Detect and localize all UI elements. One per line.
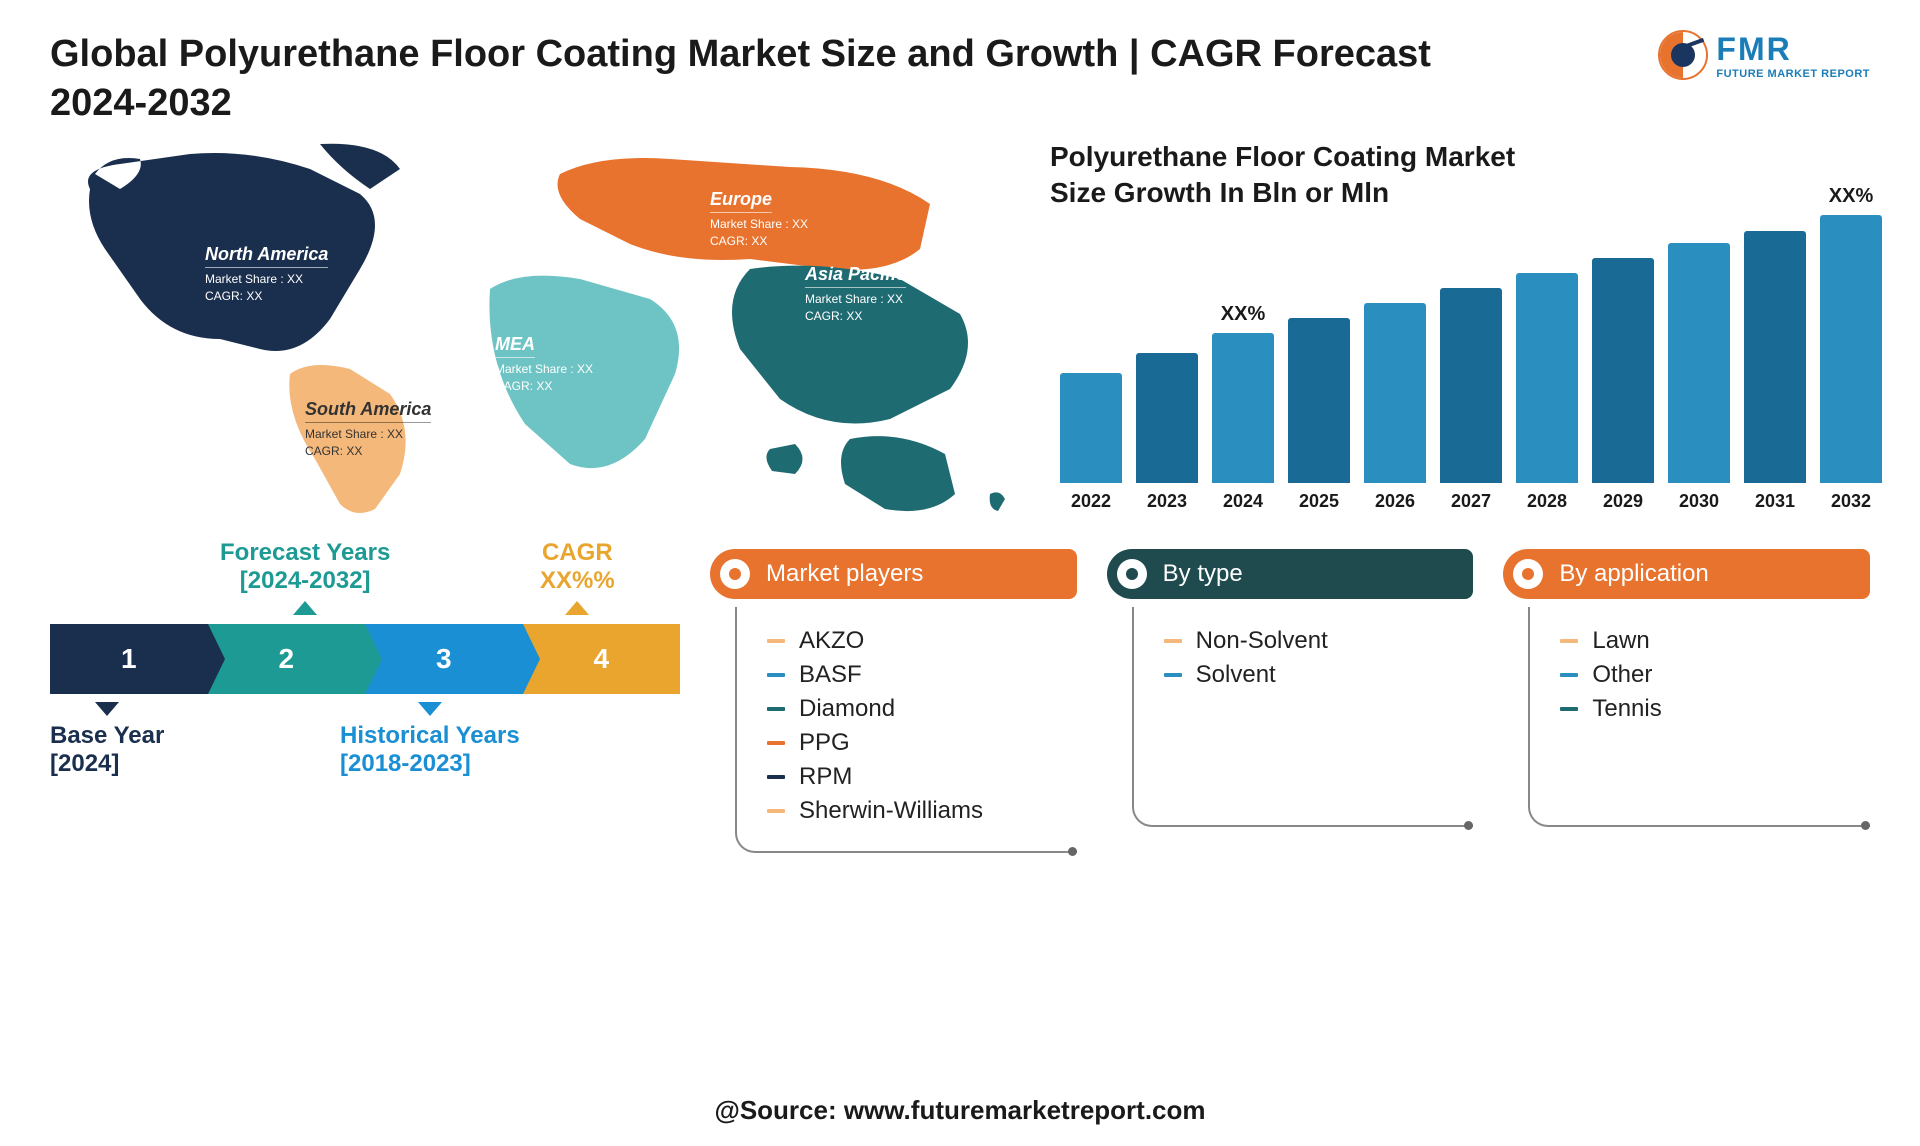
header: Global Polyurethane Floor Coating Market…: [50, 30, 1870, 129]
infographic-root: Global Polyurethane Floor Coating Market…: [0, 0, 1920, 1146]
tl-bot-base-year: Base Year[2024]: [50, 702, 164, 778]
source-attribution: @Source: www.futuremarketreport.com: [714, 1095, 1205, 1126]
cat-item: PPG: [737, 729, 1077, 757]
bar-2028: 2028: [1516, 273, 1578, 512]
logo-main: FMR: [1716, 31, 1870, 68]
timeline: Forecast Years[2024-2032]CAGRXX%% 1234 B…: [50, 549, 680, 802]
bar-chart: Polyurethane Floor Coating Market Size G…: [1050, 139, 1882, 519]
tl-top-cagr: CAGRXX%%: [540, 539, 615, 615]
category-market-players: Market players AKZO BASF Diamond PPG RPM Sher…: [710, 549, 1077, 853]
cat-item: Solvent: [1134, 661, 1474, 689]
cat-item: RPM: [737, 763, 1077, 791]
tl-seg-1: 1: [50, 624, 208, 694]
timeline-row: 1234: [50, 624, 680, 694]
cat-list: AKZO BASF Diamond PPG RPM Sherwin-Williams: [735, 607, 1077, 853]
cat-item: Lawn: [1530, 627, 1870, 655]
bar-2024: XX%2024: [1212, 333, 1274, 512]
mid-section: North AmericaMarket Share : XXCAGR: XX So…: [50, 139, 1870, 519]
chart-title: Polyurethane Floor Coating Market Size G…: [1050, 139, 1550, 212]
cat-list: Lawn Other Tennis: [1528, 607, 1870, 827]
bar-2032: XX%2032: [1820, 215, 1882, 512]
cat-item: Sherwin-Williams: [737, 797, 1077, 825]
cat-item: Diamond: [737, 695, 1077, 723]
lower-section: Forecast Years[2024-2032]CAGRXX%% 1234 B…: [50, 549, 1870, 853]
map-svg: [50, 139, 1010, 519]
region-label-europe: EuropeMarket Share : XXCAGR: XX: [710, 189, 808, 250]
category-by-type: By type Non-Solvent Solvent: [1107, 549, 1474, 853]
bar-2031: 2031: [1744, 231, 1806, 512]
logo-sub: FUTURE MARKET REPORT: [1716, 68, 1870, 80]
region-label-south-america: South AmericaMarket Share : XXCAGR: XX: [305, 399, 431, 460]
fmr-logo: FMR FUTURE MARKET REPORT: [1658, 30, 1870, 80]
tl-bot-historical-years: Historical Years[2018-2023]: [340, 702, 520, 778]
cat-header: By type: [1107, 549, 1474, 599]
tl-top-forecast-years: Forecast Years[2024-2032]: [220, 539, 390, 615]
bars-wrap: 20222023XX%20242025202620272028202920302…: [1050, 232, 1882, 512]
cat-item: Tennis: [1530, 695, 1870, 723]
bar-2030: 2030: [1668, 243, 1730, 512]
tl-seg-2: 2: [208, 624, 366, 694]
tl-seg-4: 4: [523, 624, 681, 694]
cat-item: Non-Solvent: [1134, 627, 1474, 655]
cat-list: Non-Solvent Solvent: [1132, 607, 1474, 827]
region-label-north-america: North AmericaMarket Share : XXCAGR: XX: [205, 244, 328, 305]
bar-2027: 2027: [1440, 288, 1502, 512]
category-by-application: By application Lawn Other Tennis: [1503, 549, 1870, 853]
bar-2023: 2023: [1136, 353, 1198, 512]
region-label-asia-pacific: Asia PacificMarket Share : XXCAGR: XX: [805, 264, 906, 325]
telescope-icon: [1658, 30, 1708, 80]
tl-seg-3: 3: [365, 624, 523, 694]
cat-item: BASF: [737, 661, 1077, 689]
world-map: North AmericaMarket Share : XXCAGR: XX So…: [50, 139, 1010, 519]
cat-header: By application: [1503, 549, 1870, 599]
bar-2025: 2025: [1288, 318, 1350, 512]
bar-2022: 2022: [1060, 373, 1122, 512]
region-label-mea: MEAMarket Share : XXCAGR: XX: [495, 334, 593, 395]
cat-item: AKZO: [737, 627, 1077, 655]
page-title: Global Polyurethane Floor Coating Market…: [50, 30, 1450, 129]
bar-2029: 2029: [1592, 258, 1654, 512]
cat-item: Other: [1530, 661, 1870, 689]
bar-2026: 2026: [1364, 303, 1426, 512]
cat-header: Market players: [710, 549, 1077, 599]
